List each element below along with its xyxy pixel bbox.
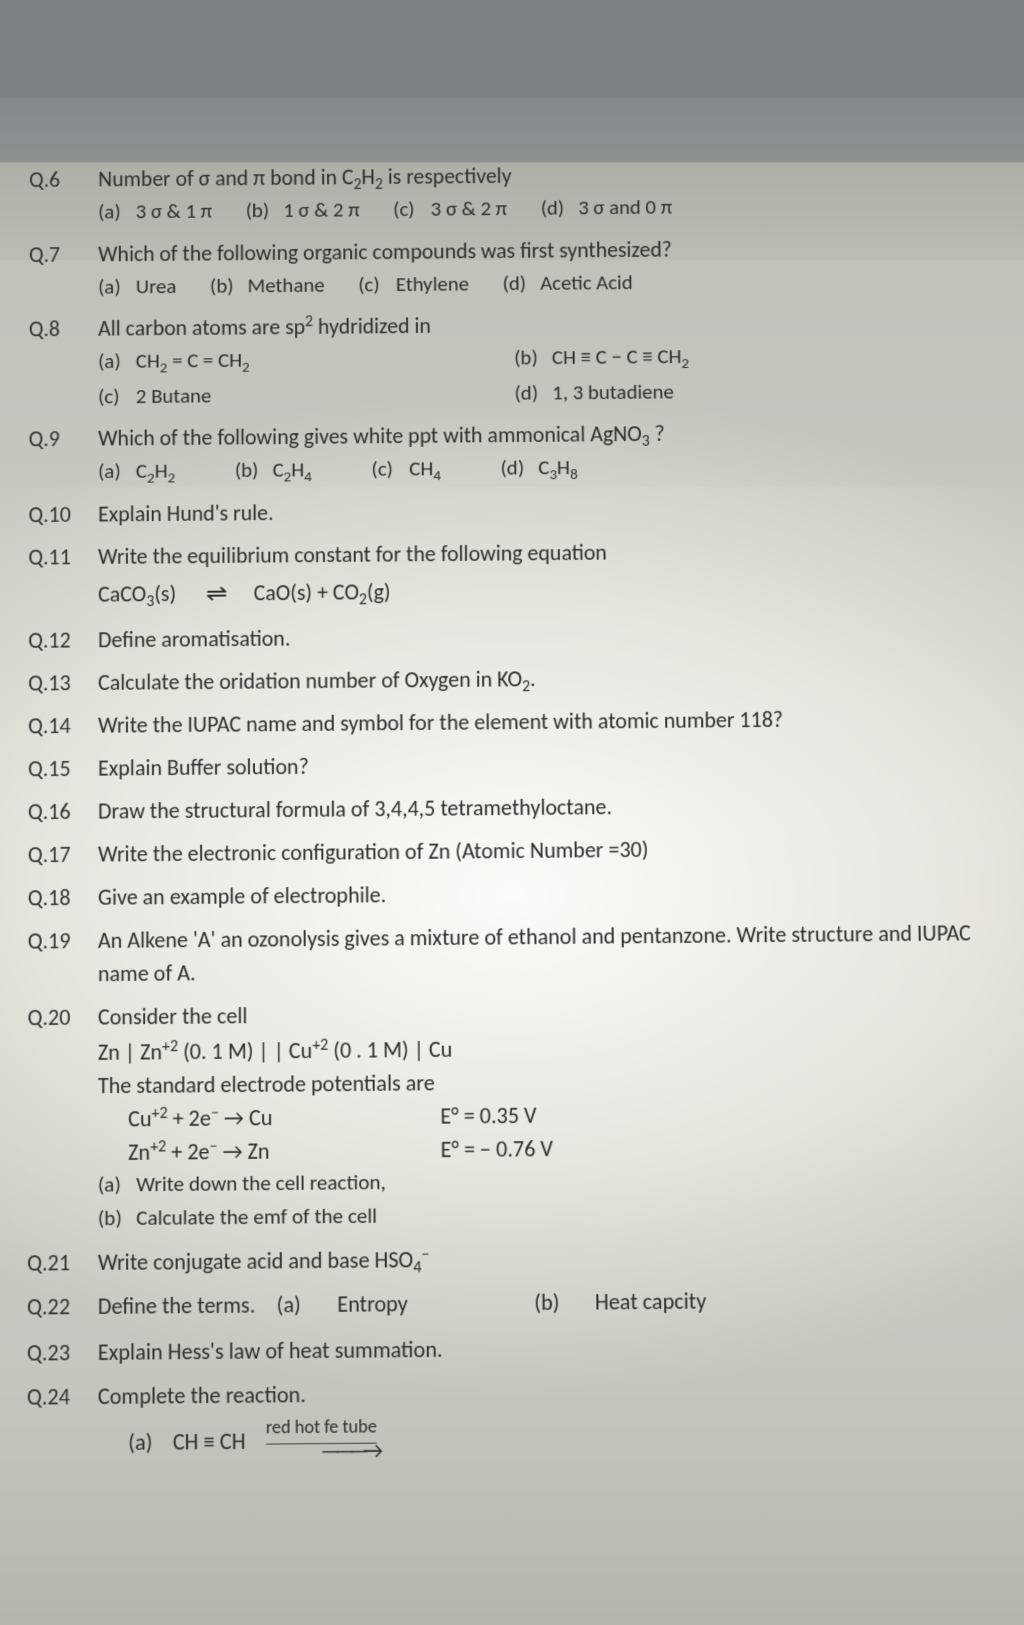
options: (a)C2H2 (b)C2H4 (c)CH4 (d)C3H8 bbox=[98, 449, 1002, 488]
question-number: Q.19 bbox=[28, 923, 98, 990]
question-stem: Write the equilibrium constant for the f… bbox=[98, 532, 1004, 572]
option-b: (b)CH ≡ C − C ≡ CH2 bbox=[514, 341, 689, 373]
question-number: Q.18 bbox=[28, 880, 98, 914]
question-19: Q.19 An Alkene 'A' an ozonolysis gives a… bbox=[28, 915, 1012, 990]
question-stem: Explain Buffer solution? bbox=[98, 743, 1008, 784]
question-number: Q.8 bbox=[29, 312, 98, 413]
equilibrium-arrow-icon: ⇌ bbox=[206, 573, 224, 612]
question-6: Q.6 Number of σ and π bond in C2H2 is re… bbox=[29, 155, 997, 228]
question-number: Q.9 bbox=[29, 422, 99, 488]
question-11: Q.11 Write the equilibrium constant for … bbox=[28, 532, 1004, 614]
sub-b: (b) Heat capcity bbox=[534, 1284, 706, 1319]
question-10: Q.10 Explain Hund's rule. bbox=[28, 490, 1002, 531]
option-d: (d)1, 3 butadiene bbox=[514, 376, 674, 408]
question-stem: Consider the cell bbox=[98, 992, 1013, 1033]
question-number: Q.24 bbox=[27, 1379, 98, 1470]
question-13: Q.13 Calculate the oridation number of O… bbox=[28, 658, 1006, 699]
question-17: Q.17 Write the electronic configuration … bbox=[28, 829, 1010, 871]
option-b: (b)1 σ & 2 π bbox=[246, 195, 360, 227]
options: (a)Urea (b)Methane (c)Ethylene (d)Acetic… bbox=[98, 264, 998, 303]
question-9: Q.9 Which of the following gives white p… bbox=[29, 414, 1003, 488]
sub-a: (a) Entropy bbox=[277, 1286, 408, 1321]
option-c: (c)CH4 bbox=[371, 453, 441, 485]
question-stem: Define the terms. bbox=[98, 1288, 256, 1323]
question-8: Q.8 All carbon atoms are sp2 hydridized … bbox=[29, 304, 1001, 412]
option-a: (a)C2H2 bbox=[98, 456, 175, 488]
question-number: Q.23 bbox=[27, 1335, 98, 1369]
option-c: (c)3 σ & 2 π bbox=[393, 194, 507, 226]
question-18: Q.18 Give an example of electrophile. bbox=[28, 872, 1011, 914]
question-stem: Complete the reaction. bbox=[98, 1371, 1020, 1413]
question-stem: Which of the following gives white ppt w… bbox=[98, 414, 1001, 454]
question-number: Q.10 bbox=[28, 497, 98, 530]
question-number: Q.7 bbox=[29, 238, 98, 304]
question-21: Q.21 Write conjugate acid and base HSO4− bbox=[27, 1237, 1017, 1279]
option-d: (d)C3H8 bbox=[500, 452, 577, 484]
question-stem: Explain Hess's law of heat summation. bbox=[98, 1327, 1019, 1369]
question-number: Q.16 bbox=[28, 794, 98, 828]
question-stem: Which of the following organic compounds… bbox=[98, 230, 998, 270]
question-number: Q.21 bbox=[27, 1245, 98, 1279]
option-a: (a)3 σ & 1 π bbox=[98, 196, 212, 228]
question-22: Q.22 Define the terms. (a) Entropy (b) H… bbox=[27, 1281, 1018, 1325]
option-c: (c)Ethylene bbox=[358, 268, 469, 300]
reaction-arrow-icon: red hot fe tube ———→ bbox=[266, 1412, 377, 1467]
question-stem: Calculate the oridation number of Oxygen… bbox=[98, 658, 1006, 699]
question-number: Q.12 bbox=[28, 623, 98, 656]
option-d: (d)3 σ and 0 π bbox=[541, 192, 673, 224]
option-d: (d)Acetic Acid bbox=[502, 267, 632, 299]
options: (a)CH2 = C = CH2 (b)CH ≡ C − C ≡ CH2 (c)… bbox=[98, 339, 1000, 413]
question-20: Q.20 Consider the cell Zn | Zn+2 (0. 1 M… bbox=[27, 992, 1017, 1236]
sub-b: (b)Calculate the emf of the cell bbox=[98, 1195, 1017, 1235]
question-24: Q.24 Complete the reaction. (a) CH ≡ CH … bbox=[27, 1371, 1022, 1470]
question-16: Q.16 Draw the structural formula of 3,4,… bbox=[28, 786, 1009, 828]
question-stem: Write conjugate acid and base HSO4− bbox=[98, 1237, 1018, 1279]
question-stem: Number of σ and π bond in C2H2 is respec… bbox=[98, 155, 996, 195]
sub-a: (a)Write down the cell reaction, bbox=[98, 1161, 1016, 1201]
question-number: Q.14 bbox=[28, 708, 98, 741]
option-b: (b)C2H4 bbox=[235, 455, 312, 487]
option-a: (a)CH2 = C = CH2 bbox=[98, 343, 455, 377]
question-stem: Explain Hund's rule. bbox=[98, 490, 1003, 530]
question-23: Q.23 Explain Hess's law of heat summatio… bbox=[27, 1327, 1019, 1370]
question-stem: Write the IUPAC name and symbol for the … bbox=[98, 700, 1007, 741]
question-number: Q.6 bbox=[29, 163, 98, 228]
option-b: (b)Methane bbox=[210, 270, 325, 302]
question-number: Q.15 bbox=[28, 751, 98, 785]
question-number: Q.17 bbox=[28, 837, 98, 871]
equation: CaCO3(s) ⇌ CaO(s) + CO2(g) bbox=[98, 567, 1004, 613]
question-stem: All carbon atoms are sp2 hydridized in bbox=[98, 304, 999, 344]
exam-paper: Q.6 Number of σ and π bond in C2H2 is re… bbox=[0, 136, 1024, 1603]
question-number: Q.13 bbox=[28, 666, 98, 699]
question-stem: Define aromatisation. bbox=[98, 615, 1005, 656]
question-stem: An Alkene 'A' an ozonolysis gives a mixt… bbox=[98, 915, 1012, 989]
question-7: Q.7 Which of the following organic compo… bbox=[29, 230, 999, 303]
question-number: Q.11 bbox=[28, 540, 98, 614]
question-15: Q.15 Explain Buffer solution? bbox=[28, 743, 1008, 784]
options: (a)3 σ & 1 π (b)1 σ & 2 π (c)3 σ & 2 π (… bbox=[98, 189, 997, 227]
option-a: (a)Urea bbox=[98, 271, 176, 302]
sub-parts: (a)Write down the cell reaction, (b)Calc… bbox=[98, 1161, 1017, 1235]
question-stem: Draw the structural formula of 3,4,4,5 t… bbox=[98, 786, 1009, 827]
question-12: Q.12 Define aromatisation. bbox=[28, 615, 1005, 656]
question-stem: Give an example of electrophile. bbox=[98, 872, 1010, 913]
reaction: (a) CH ≡ CH red hot fe tube ———→ bbox=[98, 1407, 1021, 1470]
question-14: Q.14 Write the IUPAC name and symbol for… bbox=[28, 700, 1007, 741]
question-stem: Write the electronic configuration of Zn… bbox=[98, 829, 1010, 870]
option-c: (c)2 Butane bbox=[98, 378, 455, 412]
question-number: Q.22 bbox=[27, 1289, 98, 1325]
question-number: Q.20 bbox=[27, 1000, 98, 1236]
